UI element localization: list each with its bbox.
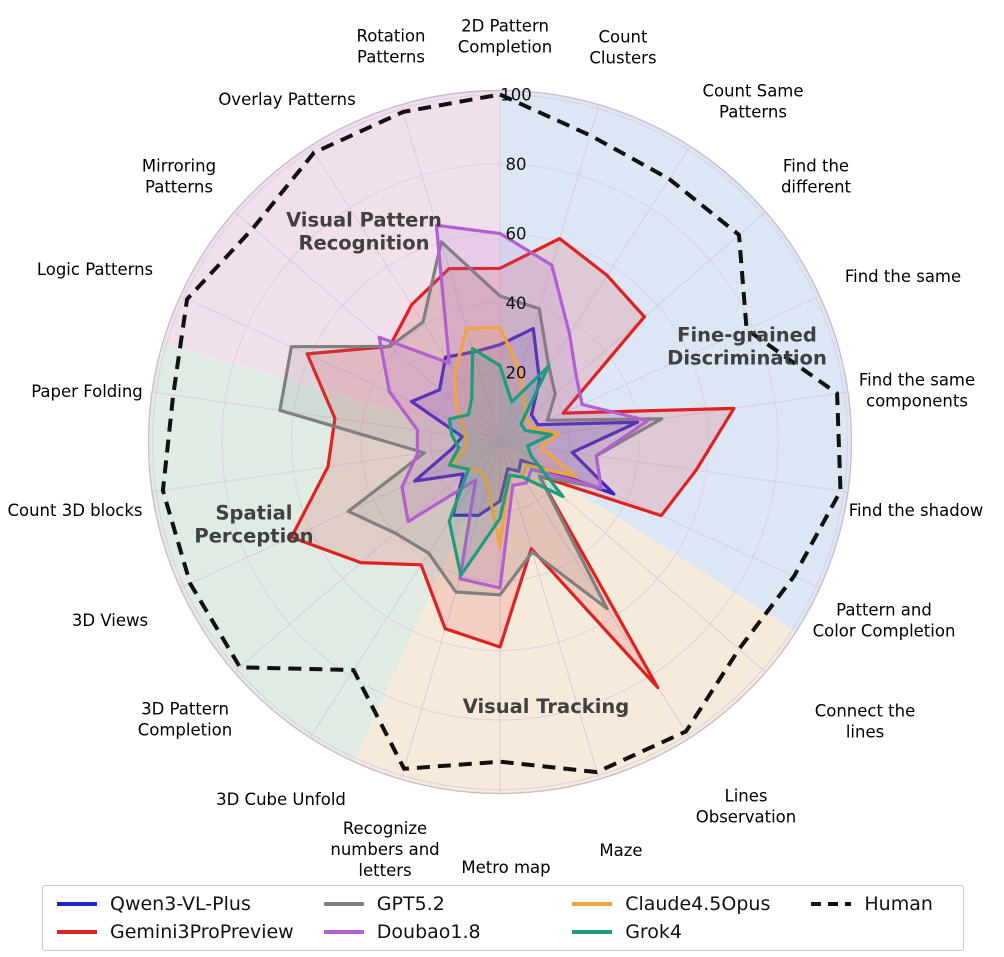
group-label: Visual Pattern Recognition <box>286 209 442 255</box>
legend-label: Gemini3ProPreview <box>110 921 294 943</box>
axis-spoke <box>499 104 600 443</box>
series-polygon-Human <box>160 92 843 775</box>
axis-spoke <box>309 441 501 738</box>
legend-item-Human: Human <box>811 892 963 916</box>
legend-item-GPT5.2: GPT5.2 <box>323 892 558 916</box>
legend: Qwen3-VL-Plus Gemini3ProPreview GPT5.2 Doub… <box>42 885 964 951</box>
axis-spoke <box>400 104 501 443</box>
axis-spoke <box>233 441 501 673</box>
category-label: Metro map <box>461 858 550 877</box>
axis-spoke <box>499 295 820 443</box>
category-label: Find the shadow <box>849 501 984 520</box>
radial-tick-label: 100 <box>500 86 532 105</box>
series-polygon-Gemini3ProPreview <box>289 237 736 690</box>
legend-line-icon <box>323 930 364 934</box>
radial-tick-label: 80 <box>506 155 527 174</box>
legend-label: Doubao1.8 <box>376 921 481 943</box>
category-label: Connect the lines <box>815 702 916 742</box>
legend-column: Human <box>797 892 963 944</box>
axis-spoke <box>499 441 600 780</box>
category-label: Logic Patterns <box>37 260 153 279</box>
axis-spoke <box>309 146 501 443</box>
category-label: 3D Pattern Completion <box>138 700 233 740</box>
legend-label: Grok4 <box>625 921 683 943</box>
category-label: 3D Views <box>72 611 148 630</box>
category-label: Find the same <box>845 267 961 286</box>
category-label: Paper Folding <box>31 382 143 401</box>
series-polygon-GPT5.2 <box>278 240 664 611</box>
legend-line-icon <box>323 902 364 906</box>
group-label: Visual Tracking <box>463 695 630 718</box>
radial-tick-label: 40 <box>506 294 527 313</box>
category-label: Find the different <box>781 157 852 197</box>
axis-spoke <box>499 441 767 673</box>
category-label: 3D Cube Unfold <box>216 790 346 809</box>
group-label: Fine-grained Discrimination <box>667 324 827 370</box>
series-polygon-Grok4 <box>447 347 565 578</box>
legend-column: GPT5.2 Doubao1.8 <box>310 892 558 944</box>
category-label: Recognize numbers and letters <box>330 819 439 880</box>
axis-spoke <box>499 146 691 443</box>
group-sector <box>354 442 796 794</box>
series-polygon-Doubao1.8 <box>377 223 650 590</box>
group-sector <box>162 90 500 442</box>
legend-item-Gemini3ProPreview: Gemini3ProPreview <box>57 920 310 944</box>
legend-item-Qwen3-VL-Plus: Qwen3-VL-Plus <box>57 892 310 916</box>
legend-label: Qwen3-VL-Plus <box>110 893 251 915</box>
category-label: Count Same Patterns <box>702 82 803 122</box>
radial-tick-label: 60 <box>506 225 527 244</box>
axis-spoke <box>400 441 501 780</box>
category-label: Mirroring Patterns <box>142 157 216 197</box>
category-label: Maze <box>599 841 642 860</box>
legend-label: Claude4.5Opus <box>625 893 771 915</box>
legend-line-icon <box>811 902 852 906</box>
legend-label: GPT5.2 <box>376 893 445 915</box>
legend-line-icon <box>57 930 97 934</box>
group-sector <box>148 342 500 762</box>
legend-label: Human <box>864 893 933 915</box>
axis-spoke <box>499 441 849 493</box>
category-label: Count 3D blocks <box>7 501 142 520</box>
category-label: Find the same components <box>859 371 975 411</box>
axis-spoke <box>180 295 501 443</box>
legend-line-icon <box>572 902 613 906</box>
category-label: Count Clusters <box>589 28 656 68</box>
legend-column: Claude4.5Opus Grok4 <box>558 892 797 944</box>
legend-item-Doubao1.8: Doubao1.8 <box>323 920 558 944</box>
legend-line-icon <box>572 930 613 934</box>
legend-item-Grok4: Grok4 <box>572 920 797 944</box>
category-label: Overlay Patterns <box>218 90 355 109</box>
axis-spoke <box>151 391 501 443</box>
category-label: 2D Pattern Completion <box>458 17 553 57</box>
category-label: Pattern and Color Completion <box>813 601 956 641</box>
legend-line-icon <box>57 902 97 906</box>
group-label: Spatial Perception <box>194 502 313 548</box>
category-label: Rotation Patterns <box>356 27 425 67</box>
legend-column: Qwen3-VL-Plus Gemini3ProPreview <box>43 892 310 944</box>
category-label: Lines Observation <box>696 787 796 827</box>
radial-tick-label: 20 <box>506 364 527 383</box>
axis-spoke <box>499 211 767 443</box>
axis-spoke <box>180 441 501 589</box>
legend-item-Claude4.5Opus: Claude4.5Opus <box>572 892 797 916</box>
